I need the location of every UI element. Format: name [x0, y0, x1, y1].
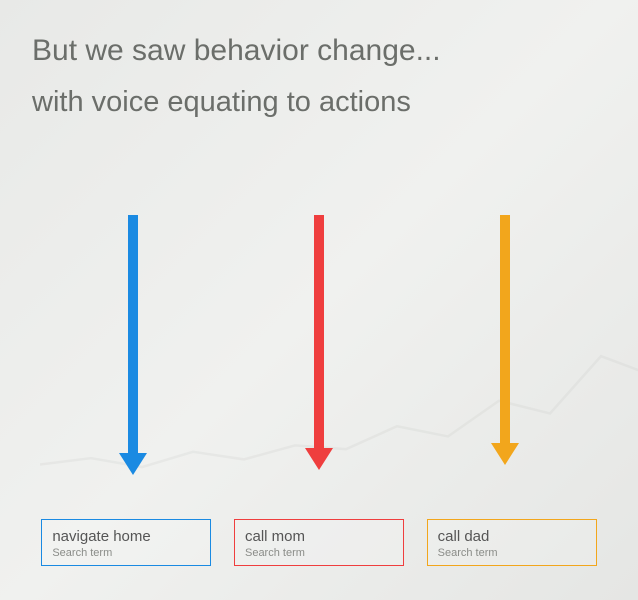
arrow-col-0	[73, 215, 193, 495]
headline-line-2: with voice equating to actions	[32, 81, 606, 125]
term-label: navigate home	[52, 528, 200, 545]
arrow-shape	[305, 215, 333, 470]
headline-line-1: But we saw behavior change...	[32, 28, 606, 73]
arrow-col-1	[259, 215, 379, 495]
term-label: call mom	[245, 528, 393, 545]
term-box-1: call mom Search term	[234, 519, 404, 566]
arrow-down-icon	[118, 215, 148, 475]
boxes-zone: navigate home Search term call mom Searc…	[0, 519, 638, 566]
arrow-shape	[491, 215, 519, 465]
term-sublabel: Search term	[438, 547, 586, 559]
arrow-shape	[119, 215, 147, 475]
arrow-down-icon	[490, 215, 520, 465]
arrow-col-2	[445, 215, 565, 495]
term-sublabel: Search term	[52, 547, 200, 559]
headline: But we saw behavior change... with voice…	[0, 0, 638, 125]
term-label: call dad	[438, 528, 586, 545]
term-box-0: navigate home Search term	[41, 519, 211, 566]
term-sublabel: Search term	[245, 547, 393, 559]
arrow-down-icon	[304, 215, 334, 470]
term-box-2: call dad Search term	[427, 519, 597, 566]
arrows-zone	[0, 215, 638, 495]
